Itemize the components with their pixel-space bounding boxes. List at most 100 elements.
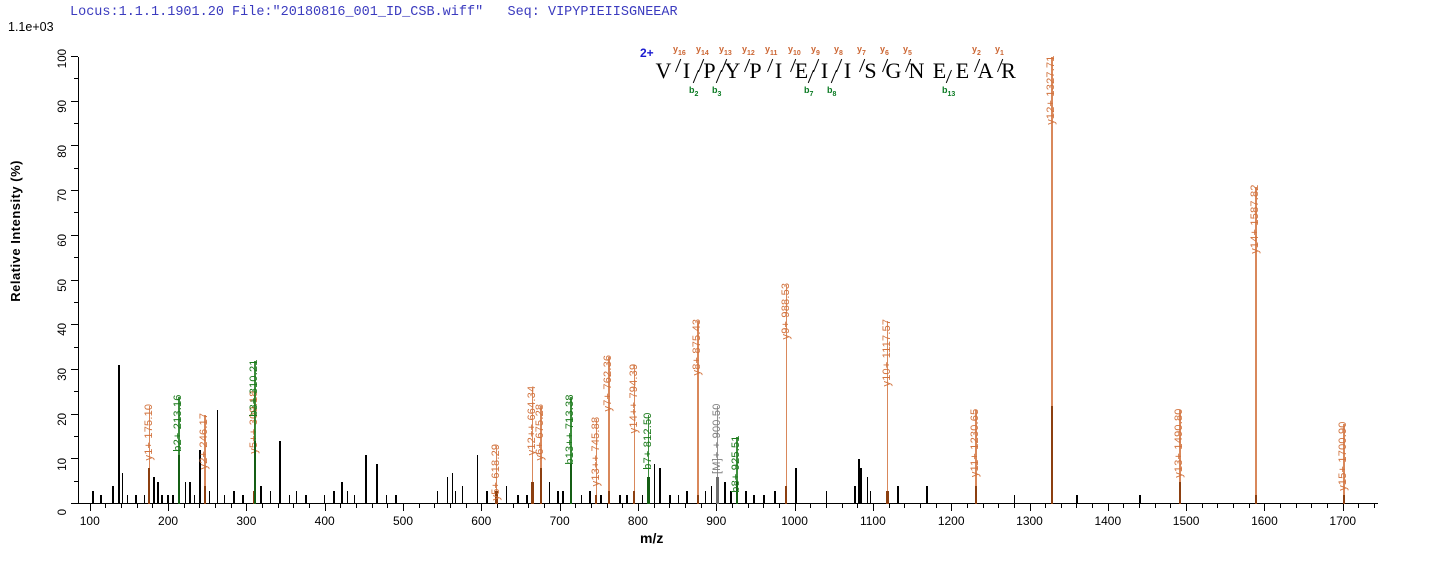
peak-label--m-900-50: [M]+ + 900.50	[710, 403, 723, 475]
y-ion-label-y9: y9	[811, 44, 820, 57]
x-tick-minor	[1280, 504, 1282, 508]
y-ion-label-y12: y12	[742, 44, 755, 57]
x-tick-minor	[183, 504, 185, 508]
x-tick-minor	[387, 504, 389, 508]
x-tick-minor	[340, 504, 342, 508]
annotated-peak-stem	[531, 387, 534, 504]
x-tick-minor	[606, 504, 608, 508]
x-tick-minor	[512, 504, 514, 508]
x-tick-minor	[888, 504, 890, 508]
x-tick-label-400: 400	[314, 514, 335, 528]
annotated-peak-stem	[570, 396, 572, 504]
annotated-peak-stem	[540, 405, 542, 504]
x-tick-minor	[622, 504, 624, 508]
annotated-peak-stem	[1178, 410, 1181, 504]
y-tick-label-80: 80	[57, 144, 69, 158]
x-tick-minor	[857, 504, 859, 508]
residue-7: E	[794, 58, 809, 83]
annotated-peak-stem	[633, 365, 636, 504]
residue-9: I	[843, 58, 852, 83]
x-tick-label-1700: 1700	[1329, 514, 1357, 528]
spectrum-peak	[153, 477, 155, 504]
mass-spectrum-plot: 0 10 20 30 40 50 60 70 80 90 100 100 200 300 400 500 600…	[57, 49, 1378, 528]
y-axis-label: Relative Intensity (%)	[8, 160, 23, 302]
x-tick-minor	[825, 504, 827, 508]
peak-label-y15-1700-90: y15+ 1700.90	[1337, 421, 1350, 491]
x-tick-minor	[309, 504, 311, 508]
y-tick-100	[71, 56, 78, 57]
spectrum-peak	[548, 481, 551, 504]
y-tick-30	[71, 368, 78, 370]
x-tick-minor	[935, 504, 937, 508]
x-tick-700	[559, 504, 561, 511]
spectrum-peak	[677, 495, 680, 504]
x-tick-label-1600: 1600	[1251, 514, 1278, 528]
y-tick-minor	[74, 167, 78, 169]
x-tick-minor	[1374, 504, 1376, 508]
spectrum-peak	[184, 481, 187, 504]
annotated-peak	[1343, 495, 1346, 504]
x-tick-minor	[1045, 504, 1047, 508]
annotated-peak-stem	[254, 360, 256, 504]
annotated-peak-stem	[595, 419, 598, 504]
x-tick-minor	[1154, 504, 1156, 508]
spectrum-peak	[346, 490, 349, 504]
x-tick-minor	[1092, 504, 1094, 508]
spectrum-peak	[341, 481, 343, 504]
x-tick-minor	[982, 504, 984, 508]
x-tick-minor	[356, 504, 357, 508]
annotated-peak-stem	[608, 356, 611, 504]
spectrum-peak	[505, 486, 508, 504]
spectrum-peak	[745, 490, 747, 504]
x-tick-400	[324, 504, 326, 511]
annotated-peak-stem	[975, 410, 977, 504]
residue-1: V	[655, 58, 672, 83]
b-ion-label-b13: b13	[942, 85, 956, 98]
y-tick-minor	[74, 391, 78, 393]
spectrum-peak	[763, 495, 765, 504]
y-tick-40	[71, 324, 78, 326]
spectrum-peak	[135, 495, 137, 504]
x-tick-1100	[872, 504, 874, 511]
peak-label-y8-875-43: y8+ 875.43	[691, 318, 703, 376]
y-tick-10	[71, 458, 78, 460]
annotated-peak	[608, 490, 611, 504]
spectrum-peak	[189, 481, 191, 504]
spectrum-peak	[269, 490, 272, 504]
x-tick-minor	[215, 504, 217, 508]
x-tick-minor	[1327, 504, 1329, 508]
spectrum-peak	[774, 490, 776, 504]
b-ion-label-b3: b3	[712, 85, 722, 98]
spectrum-peak	[517, 495, 519, 504]
x-tick-minor	[528, 504, 530, 508]
annotated-peak	[531, 481, 534, 504]
peak-label-b3-310-21: b3+ 310.21	[248, 358, 261, 417]
y-ion-label-y10: y10	[788, 44, 801, 57]
spectrum-peak	[1139, 495, 1141, 504]
x-tick-minor	[543, 504, 545, 508]
residue-16: R	[1001, 58, 1016, 83]
x-tick-minor	[1358, 504, 1360, 508]
y-ion-label-y5: y5	[903, 44, 912, 57]
x-tick-800	[637, 504, 639, 511]
x-tick-minor	[1201, 504, 1203, 508]
x-tick-minor	[966, 504, 968, 508]
y-tick-label-30: 30	[57, 368, 69, 381]
y-tick-60	[71, 234, 78, 236]
annotated-peak	[569, 463, 572, 504]
x-tick-minor	[418, 504, 420, 508]
x-tick-label-600: 600	[471, 514, 492, 528]
y-tick-minor	[74, 78, 78, 80]
x-tick-minor	[121, 504, 123, 508]
residue-5: P	[749, 58, 762, 83]
x-tick-label-1500: 1500	[1172, 514, 1200, 528]
x-tick-minor	[684, 504, 686, 508]
peak-label-b8-925-51: b8+ 925.51	[730, 434, 743, 493]
annotated-peak	[539, 468, 543, 504]
y-tick-minor	[74, 212, 78, 214]
x-tick-minor	[763, 504, 765, 508]
spectrum-peak	[626, 495, 628, 504]
spectrum-peak	[454, 490, 457, 504]
x-tick-minor	[1248, 504, 1250, 508]
